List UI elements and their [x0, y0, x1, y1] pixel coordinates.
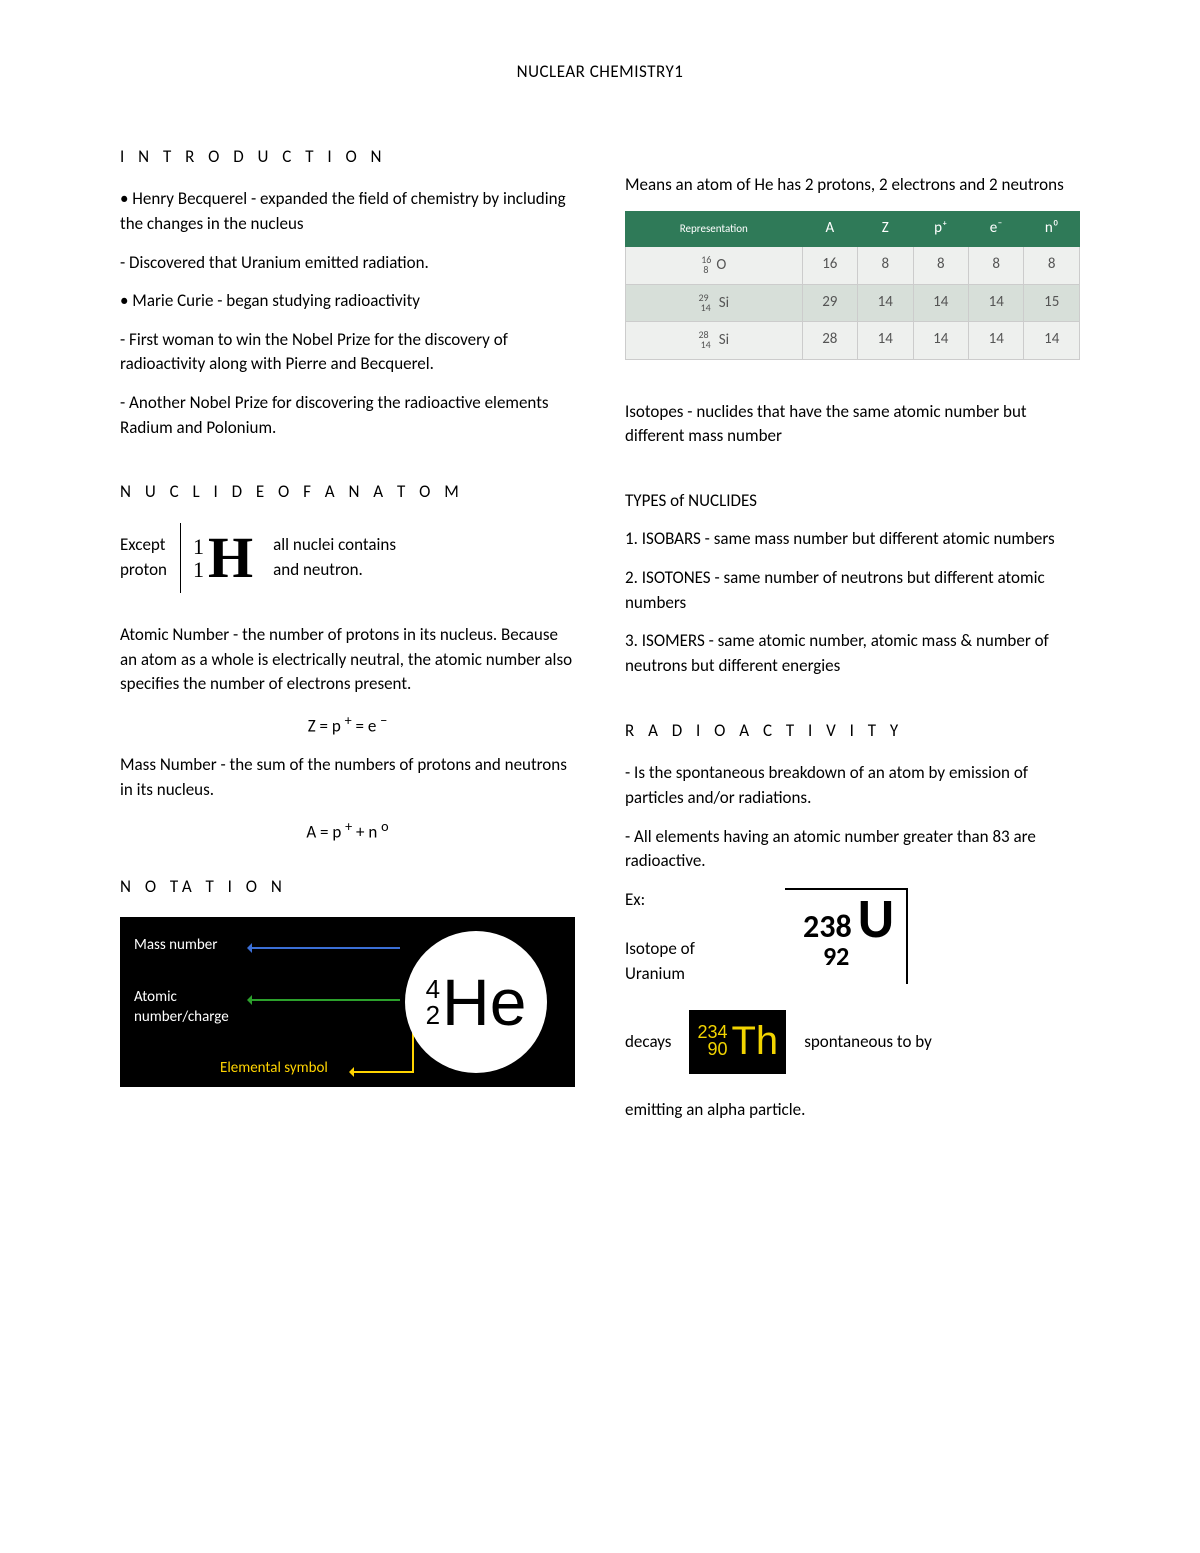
- table-row: 168O168888: [626, 247, 1080, 285]
- isotope-label-2: Uranium: [625, 963, 685, 984]
- intro-p1: • Henry Becquerel - expanded the field o…: [120, 187, 575, 236]
- f2-s2: o: [381, 818, 388, 835]
- spontaneous-label: spontaneous to by: [804, 1030, 932, 1055]
- cell-p: 14: [913, 322, 968, 360]
- isotope-label-1: Isotope of: [625, 938, 695, 959]
- nuclide-table: Representation A Z p⁺ e⁻ n⁰ 168O16888829…: [625, 211, 1080, 359]
- cell-n: 8: [1024, 247, 1080, 285]
- th-p: p⁺: [913, 212, 968, 247]
- f2-mid: + n: [352, 821, 381, 842]
- page-title: NUCLEAR CHEMISTRY1: [120, 60, 1080, 85]
- th-symbol: Th: [732, 1012, 779, 1070]
- table-row: 2914Si2914141415: [626, 284, 1080, 322]
- nuclide-symbol-box: 1 1 H: [180, 523, 261, 593]
- nuclide-left-1: Except: [120, 534, 165, 555]
- nuclide-right-1: all nuclei contains: [273, 534, 396, 555]
- cell-e: 14: [968, 322, 1023, 360]
- u-symbol: U: [858, 894, 895, 944]
- cell-z: 14: [858, 322, 913, 360]
- atomic-number-def: Atomic Number - the number of protons in…: [120, 623, 575, 697]
- f1-s2: −: [380, 712, 387, 729]
- th-n: n⁰: [1024, 212, 1080, 247]
- mass-number-def: Mass Number - the sum of the numbers of …: [120, 753, 575, 802]
- cell-e: 14: [968, 284, 1023, 322]
- cell-z: 8: [858, 247, 913, 285]
- cell-a: 28: [802, 322, 857, 360]
- th-z: 90: [697, 1041, 727, 1058]
- intro-p4: - First woman to win the Nobel Prize for…: [120, 328, 575, 377]
- radio-heading: R A D I O A C T I V I T Y: [625, 719, 1080, 744]
- isotopes-def: Isotopes - nuclides that have the same a…: [625, 400, 1080, 449]
- type-isobars: 1. ISOBARS - same mass number but differ…: [625, 527, 1080, 552]
- formula-z: Z = p + = e −: [120, 711, 575, 739]
- nuclide-right-label: all nuclei contains and neutron.: [261, 533, 575, 582]
- notation-label-atomic2: number/charge: [134, 1007, 229, 1029]
- f1-pre: Z = p: [308, 716, 345, 737]
- cell-n: 14: [1024, 322, 1080, 360]
- uranium-example: Ex: Isotope of Uranium 238 U 92: [625, 888, 1080, 987]
- th-a: A: [802, 212, 857, 247]
- he-z: 2: [426, 1002, 440, 1028]
- cell-z: 14: [858, 284, 913, 322]
- uranium-label: Ex: Isotope of Uranium: [625, 888, 725, 987]
- he-mass: 4: [426, 976, 440, 1002]
- emitting-label: emitting an alpha particle.: [625, 1098, 1080, 1123]
- type-isotones: 2. ISOTONES - same number of neutrons bu…: [625, 566, 1080, 615]
- content-columns: I N T R O D U C T I O N • Henry Becquere…: [120, 125, 1080, 1137]
- cell-a: 29: [802, 284, 857, 322]
- nuclide-heading: N U C L I D E O F A N A T O M: [120, 480, 575, 505]
- f2-pre: A = p: [306, 821, 345, 842]
- formula-a: A = p + + n o: [120, 817, 575, 845]
- arrow-mass-icon: [250, 947, 400, 949]
- radio-p1: - Is the spontaneous breakdown of an ato…: [625, 761, 1080, 810]
- arrow-atomic-icon: [250, 999, 400, 1001]
- notation-diagram: Mass number Atomic number/charge Element…: [120, 917, 575, 1087]
- notation-label-elem: Elemental symbol: [220, 1058, 328, 1080]
- f1-mid: = e: [352, 716, 380, 737]
- th-e: e⁻: [968, 212, 1023, 247]
- cell-repr: 2914Si: [626, 284, 803, 322]
- cell-n: 15: [1024, 284, 1080, 322]
- radio-p2: - All elements having an atomic number g…: [625, 825, 1080, 874]
- intro-heading: I N T R O D U C T I O N: [120, 145, 575, 170]
- nuclide-left-2: proton: [120, 559, 167, 580]
- intro-p2: - Discovered that Uranium emitted radiat…: [120, 251, 575, 276]
- nuclide-right-2: and neutron.: [273, 559, 363, 580]
- right-column: Means an atom of He has 2 protons, 2 ele…: [625, 125, 1080, 1137]
- decays-label: decays: [625, 1030, 671, 1055]
- f1-s1: +: [345, 712, 352, 729]
- thorium-chip: 234 90 Th: [689, 1010, 786, 1074]
- he-circle: 4 2 He: [405, 931, 547, 1073]
- th-z: Z: [858, 212, 913, 247]
- cell-a: 16: [802, 247, 857, 285]
- notation-label-atomic1: Atomic: [134, 987, 177, 1009]
- nuclide-diagram: Except proton 1 1 H all nuclei contains …: [120, 523, 575, 593]
- nuclide-left-label: Except proton: [120, 533, 180, 582]
- cell-e: 8: [968, 247, 1023, 285]
- cell-p: 8: [913, 247, 968, 285]
- he-symbol: He: [442, 969, 526, 1035]
- left-column: I N T R O D U C T I O N • Henry Becquere…: [120, 125, 575, 1137]
- table-header-row: Representation A Z p⁺ e⁻ n⁰: [626, 212, 1080, 247]
- cell-repr: 2814Si: [626, 322, 803, 360]
- notation-heading: N O TA T I O N: [120, 875, 575, 900]
- ex-label: Ex:: [625, 889, 645, 910]
- types-heading: TYPES of NUCLIDES: [625, 489, 1080, 514]
- cell-repr: 168O: [626, 247, 803, 285]
- th-repr: Representation: [626, 212, 803, 247]
- nuclide-symbol: H: [208, 529, 253, 587]
- he-means: Means an atom of He has 2 protons, 2 ele…: [625, 173, 1080, 198]
- nuclide-z: 1: [193, 558, 204, 581]
- type-isomers: 3. ISOMERS - same atomic number, atomic …: [625, 629, 1080, 678]
- cell-p: 14: [913, 284, 968, 322]
- arrow-elem-icon: [352, 1071, 412, 1073]
- notation-label-mass: Mass number: [134, 935, 217, 957]
- uranium-symbol-box: 238 U 92: [785, 888, 908, 984]
- nuclide-mass: 1: [193, 535, 204, 558]
- thorium-row: decays 234 90 Th spontaneous to by: [625, 1010, 1080, 1074]
- table-row: 2814Si2814141414: [626, 322, 1080, 360]
- intro-p3: • Marie Curie - began studying radioacti…: [120, 289, 575, 314]
- intro-p5: - Another Nobel Prize for discovering th…: [120, 391, 575, 440]
